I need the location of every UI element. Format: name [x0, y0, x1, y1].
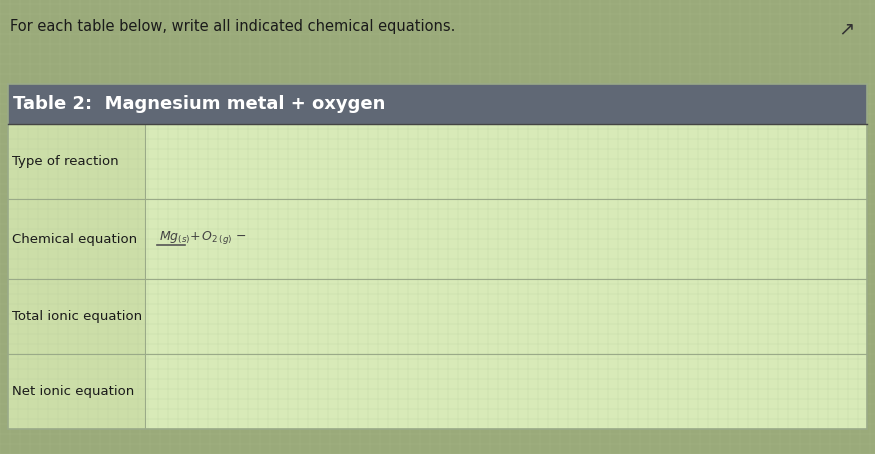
Bar — [145, 199, 867, 279]
Bar — [8, 199, 145, 279]
Text: For each table below, write all indicated chemical equations.: For each table below, write all indicate… — [10, 19, 455, 34]
Text: Net ionic equation: Net ionic equation — [12, 385, 134, 398]
Text: $\mathit{Mg}_{(s)}\mathit{+}\,\mathit{O}_{2\,(g)}\,-$: $\mathit{Mg}_{(s)}\mathit{+}\,\mathit{O}… — [159, 230, 247, 247]
Bar — [145, 124, 867, 199]
Bar — [145, 279, 867, 354]
Text: ↗: ↗ — [838, 19, 855, 38]
Bar — [8, 84, 867, 124]
Text: Type of reaction: Type of reaction — [12, 155, 119, 168]
Bar — [8, 124, 145, 199]
Bar — [8, 354, 145, 429]
Text: Chemical equation: Chemical equation — [12, 232, 137, 246]
Text: Table 2:  Magnesium metal + oxygen: Table 2: Magnesium metal + oxygen — [13, 95, 385, 113]
Text: Total ionic equation: Total ionic equation — [12, 310, 142, 323]
Bar — [8, 279, 145, 354]
Bar — [8, 84, 867, 429]
Bar — [145, 354, 867, 429]
